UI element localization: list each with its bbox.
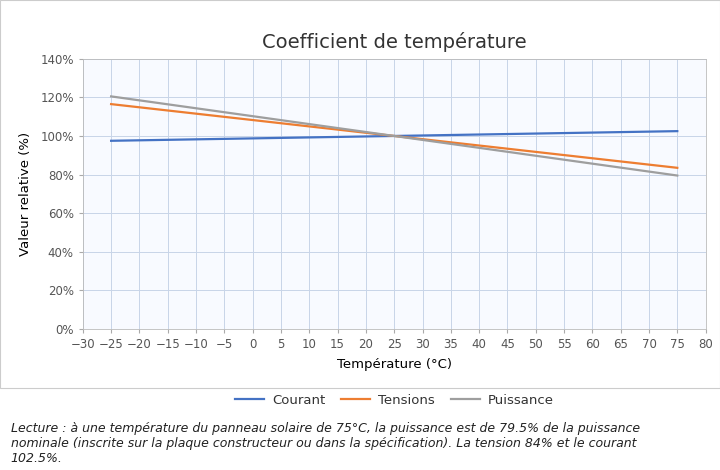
Tensions	[413, 136, 422, 141]
Courant	[376, 133, 384, 139]
Puissance	[413, 136, 422, 142]
Line: Puissance: Puissance	[111, 96, 678, 175]
Tensions	[107, 102, 115, 107]
Puissance	[107, 94, 115, 99]
X-axis label: Température (°C): Température (°C)	[337, 358, 451, 371]
Line: Tensions: Tensions	[111, 104, 678, 168]
Courant	[444, 132, 452, 138]
Courant	[673, 128, 682, 134]
Puissance	[660, 171, 668, 176]
Puissance	[376, 131, 384, 137]
Text: Lecture : à une température du panneau solaire de 75°C, la puissance est de 79.5: Lecture : à une température du panneau s…	[11, 423, 640, 465]
Puissance	[379, 132, 388, 137]
Courant	[379, 133, 388, 139]
Line: Courant: Courant	[111, 131, 678, 141]
Puissance	[673, 172, 682, 178]
Courant	[107, 138, 115, 144]
Y-axis label: Valeur relative (%): Valeur relative (%)	[19, 132, 32, 256]
Courant	[413, 133, 422, 138]
Puissance	[571, 158, 580, 164]
Tensions	[376, 132, 384, 137]
Title: Coefficient de température: Coefficient de température	[262, 31, 526, 52]
Legend: Courant, Tensions, Puissance: Courant, Tensions, Puissance	[230, 388, 559, 412]
Tensions	[379, 132, 388, 138]
Tensions	[571, 154, 580, 159]
Tensions	[444, 139, 452, 145]
Tensions	[673, 165, 682, 171]
Tensions	[660, 164, 668, 169]
Courant	[571, 130, 580, 136]
Courant	[660, 129, 668, 134]
Puissance	[444, 141, 452, 146]
